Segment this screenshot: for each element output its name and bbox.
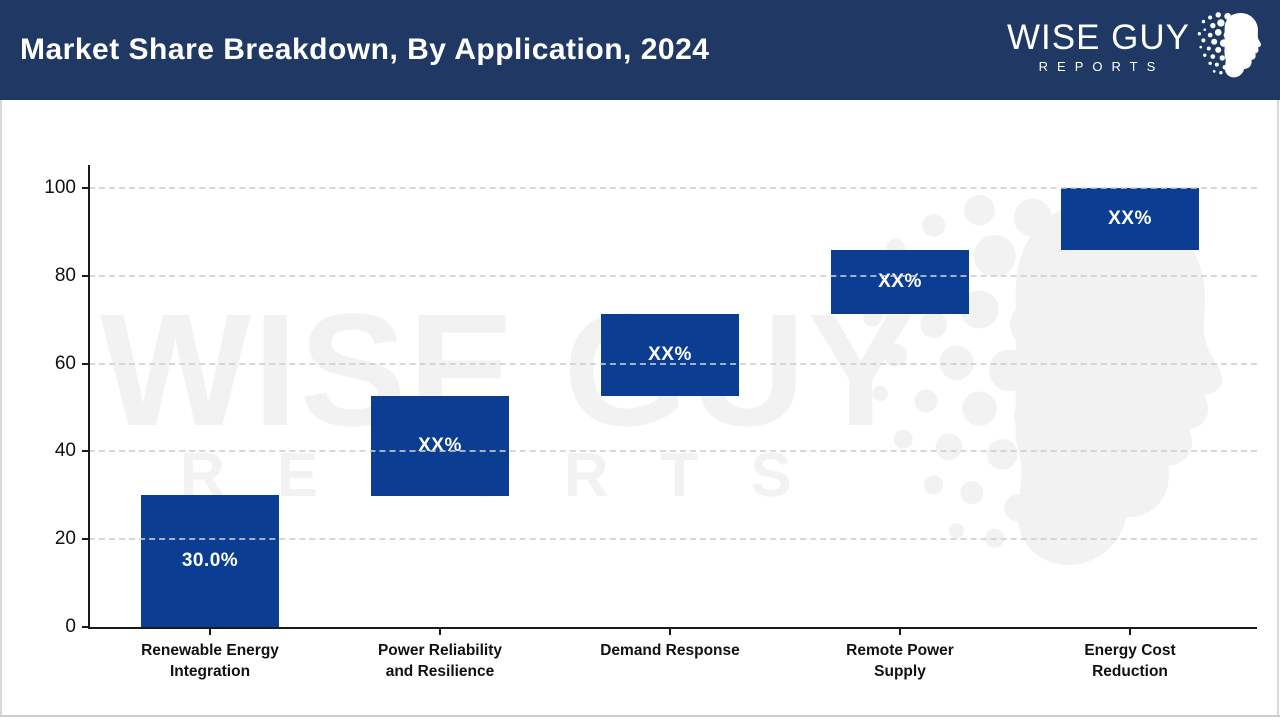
gridline-40 — [89, 450, 1257, 452]
bar-value-label: 30.0% — [181, 550, 239, 571]
y-tick-mark — [82, 626, 89, 628]
content-border-left — [0, 100, 2, 716]
y-axis-line — [88, 165, 90, 629]
wiseguy-logo: WISE GUY REPORTS — [1007, 6, 1268, 94]
category-label-energy-cost-reduction: Energy Cost Reduction — [1084, 642, 1176, 680]
category-label-remote-power-supply: Remote Power Supply — [846, 642, 954, 680]
content-border-right — [1277, 100, 1279, 716]
y-tick-mark — [82, 275, 89, 277]
y-tick-label: 0 — [65, 616, 76, 637]
logo-wordmark-line1: WISE GUY — [1006, 18, 1190, 57]
logo-wordmark: WISE GUY REPORTS — [1006, 18, 1190, 75]
y-tick-label: 80 — [54, 265, 76, 286]
bar-value-label: XX% — [1108, 208, 1152, 229]
gridline-100 — [89, 187, 1257, 189]
header: Market Share Breakdown, By Application, … — [0, 0, 1280, 100]
bar-value-label: XX% — [418, 435, 462, 456]
bar-power-reliability-and-resilience: XX% — [371, 396, 509, 496]
x-tick-mark — [669, 629, 671, 635]
y-tick-label: 20 — [54, 528, 76, 549]
logo-face-icon — [1197, 12, 1261, 78]
category-label-power-reliability-and-resilience: Power Reliability and Resilience — [377, 642, 503, 680]
bar-value-label: XX% — [648, 344, 692, 365]
content-border-bottom — [0, 715, 1280, 717]
x-tick-mark — [899, 629, 901, 635]
category-label-renewable-energy-integration: Renewable Energy Integration — [141, 642, 279, 680]
logo-wordmark-line2: REPORTS — [1038, 59, 1165, 74]
bar-demand-response: XX% — [601, 314, 739, 396]
bar-remote-power-supply: XX% — [831, 250, 969, 314]
y-tick-mark — [82, 538, 89, 540]
x-axis-line — [88, 627, 1257, 629]
y-tick-label: 60 — [54, 353, 76, 374]
x-tick-mark — [1129, 629, 1131, 635]
gridline-20 — [89, 538, 1257, 540]
bar-renewable-energy-integration: 30.0% — [141, 495, 279, 627]
watermark-face-icon — [863, 194, 1223, 566]
y-tick-mark — [82, 187, 89, 189]
category-label-demand-response: Demand Response — [600, 642, 740, 659]
y-tick-label: 100 — [44, 177, 76, 198]
x-tick-mark — [439, 629, 441, 635]
gridline-60 — [89, 363, 1257, 365]
y-tick-mark — [82, 363, 89, 365]
gridline-80 — [89, 275, 1257, 277]
x-tick-mark — [209, 629, 211, 635]
bar-energy-cost-reduction: XX% — [1061, 188, 1199, 250]
y-tick-mark — [82, 450, 89, 452]
y-tick-label: 40 — [54, 440, 76, 461]
page-title: Market Share Breakdown, By Application, … — [20, 33, 710, 66]
